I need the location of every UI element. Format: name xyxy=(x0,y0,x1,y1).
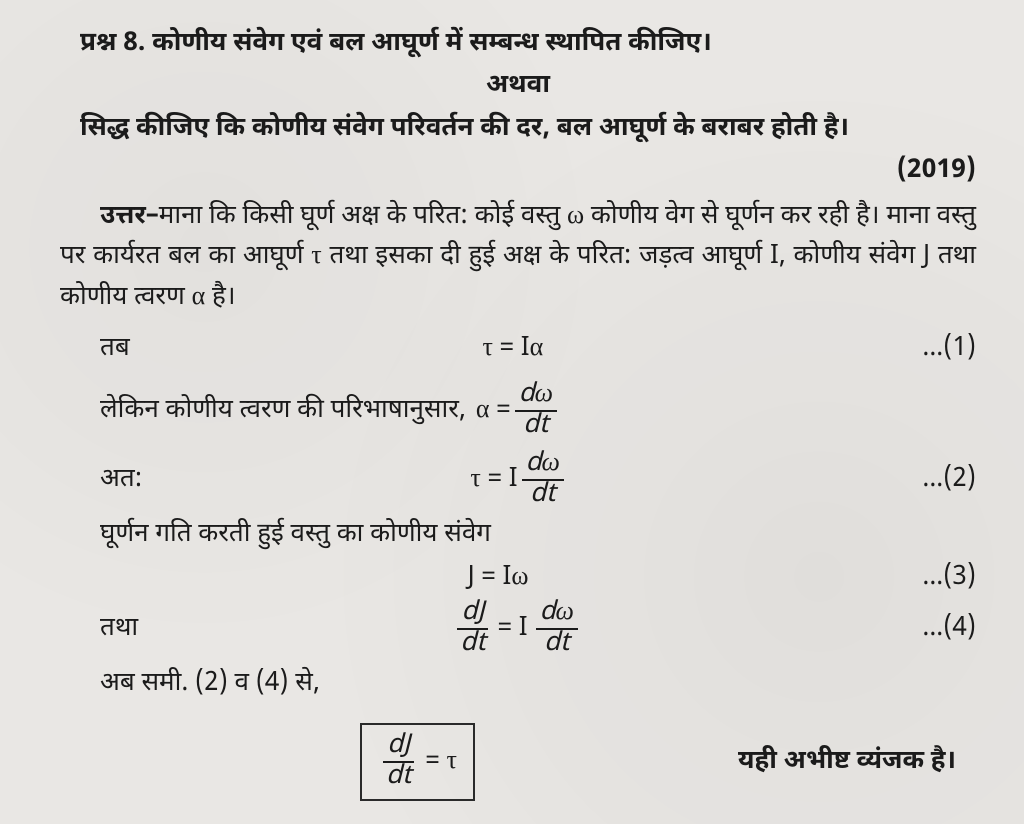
eq2-lhs: τ = I xyxy=(470,460,517,500)
eq1-tag: ...(1) xyxy=(896,329,976,369)
eq4-rhs-fraction: dω dt xyxy=(536,600,578,659)
equation-row-1: तब τ = Iα ...(1) xyxy=(60,322,976,376)
def-frac-num: dω xyxy=(515,382,557,412)
eq4-lhs-num: dJ xyxy=(457,600,488,630)
eq2-frac-num: dω xyxy=(522,451,564,481)
question-title: प्रश्न 8. कोणीय संवेग एवं बल आघूर्ण में … xyxy=(60,24,976,64)
boxed-result: dJ dt = τ xyxy=(360,723,475,802)
definition-line: लेकिन कोणीय त्वरण की परिभाषानुसार, α = d… xyxy=(100,382,976,441)
equation-4: dJ dt = I dω dt xyxy=(138,600,896,659)
boxed-frac-num: dJ xyxy=(383,733,414,763)
eq4-lhs-den: dt xyxy=(456,630,489,658)
eq1-text: τ = Iα xyxy=(482,329,543,369)
tab-label: तब xyxy=(60,329,130,369)
equation-row-2: अत: τ = I dω dt ...(2) xyxy=(60,451,976,510)
equation-1: τ = Iα xyxy=(130,329,896,369)
rotating-body-line: घूर्णन गति करती हुई वस्तु का कोणीय संवेग xyxy=(60,515,976,555)
equation-row-3: J = Iω ...(3) xyxy=(60,558,976,598)
eq2-tag: ...(2) xyxy=(896,460,976,500)
eq2-frac-den: dt xyxy=(526,481,559,509)
question-year: (2019) xyxy=(60,151,976,191)
eq4-rhs-den: dt xyxy=(540,630,573,658)
athava-divider: अथवा xyxy=(60,66,976,106)
from-equations-line: अब समी. (2) व (4) से, xyxy=(60,664,976,704)
eq4-tag: ...(4) xyxy=(896,609,976,649)
eq2-fraction: dω dt xyxy=(522,451,564,510)
eq4-rhs-num: dω xyxy=(536,600,578,630)
def-fraction: dω dt xyxy=(515,382,557,441)
equation-3: J = Iω xyxy=(100,558,896,598)
answer-lead-label: उत्तर– xyxy=(100,200,159,234)
eq3-text: J = Iω xyxy=(468,558,529,598)
answer-body-text: माना कि किसी घूर्ण अक्ष के परित: कोई वस्… xyxy=(60,200,976,315)
answer-paragraph: उत्तर–माना कि किसी घूर्ण अक्ष के परित: क… xyxy=(60,197,976,318)
eq4-lhs-fraction: dJ dt xyxy=(456,600,489,659)
eq3-tag: ...(3) xyxy=(896,558,976,598)
def-lhs: α = xyxy=(476,391,511,431)
page-root: प्रश्न 8. कोणीय संवेग एवं बल आघूर्ण में … xyxy=(0,0,1024,824)
def-frac-den: dt xyxy=(519,412,552,440)
conclusion-text: यही अभीष्ट व्यंजक है। xyxy=(475,742,976,782)
boxed-rhs: = τ xyxy=(425,742,457,782)
eq4-mid: = I xyxy=(498,609,528,649)
atha-label: अत: xyxy=(60,460,142,500)
equation-2: τ = I dω dt xyxy=(142,451,896,510)
boxed-result-wrap: dJ dt = τ xyxy=(360,723,475,802)
equation-row-4: तथा dJ dt = I dω dt ...(4) xyxy=(60,600,976,659)
final-row: dJ dt = τ यही अभीष्ट व्यंजक है। xyxy=(60,723,976,802)
definition-text: लेकिन कोणीय त्वरण की परिभाषानुसार, xyxy=(100,391,466,431)
boxed-frac-den: dt xyxy=(382,763,415,791)
boxed-fraction: dJ dt xyxy=(382,733,415,792)
alt-question: सिद्ध कीजिए कि कोणीय संवेग परिवर्तन की द… xyxy=(60,109,976,149)
tatha-label: तथा xyxy=(60,609,138,649)
